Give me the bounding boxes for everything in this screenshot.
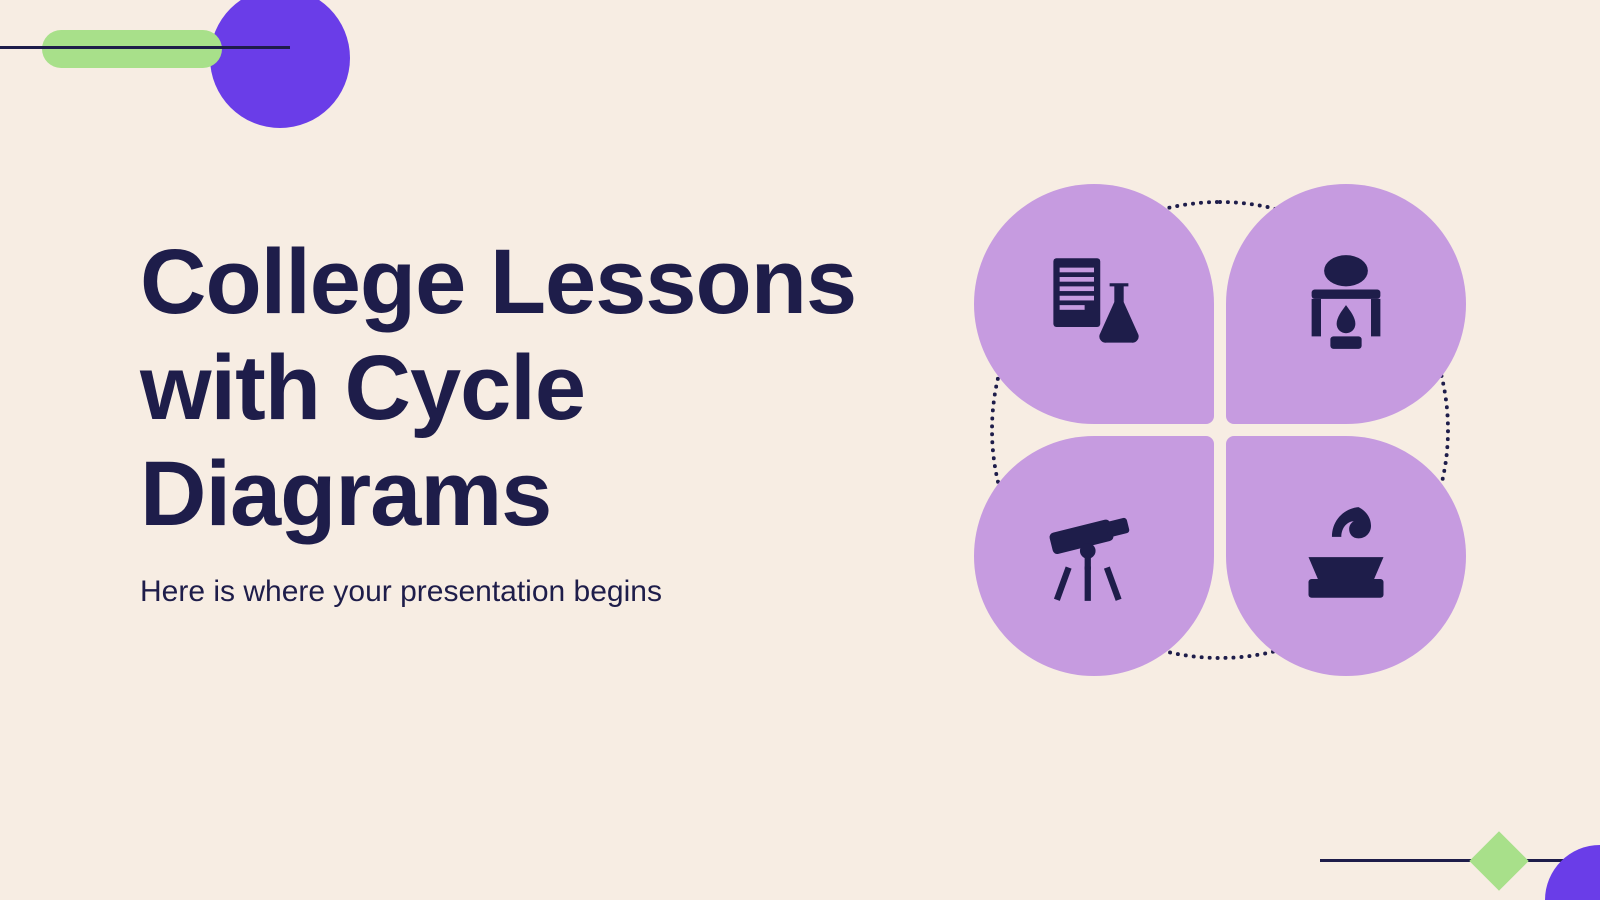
petal-bottom-right (1226, 436, 1466, 676)
petal-top-right (1226, 184, 1466, 424)
slide-title: College Lessons with Cycle Diagrams (140, 230, 860, 547)
decoration-circle-bottom (1545, 845, 1600, 900)
fume-hood-icon (1296, 504, 1396, 609)
decoration-line-bottom (1320, 859, 1600, 862)
slide-subtitle: Here is where your presentation begins (140, 575, 860, 609)
cycle-diagram (970, 180, 1470, 680)
decoration-line-top (0, 46, 290, 49)
decoration-circle-top (210, 0, 350, 128)
slide: College Lessons with Cycle Diagrams Here… (0, 0, 1600, 900)
decoration-pill (42, 30, 222, 68)
text-block: College Lessons with Cycle Diagrams Here… (140, 230, 860, 609)
petal-bottom-left (974, 436, 1214, 676)
decoration-diamond (1469, 831, 1528, 890)
document-flask-icon (1044, 252, 1144, 357)
telescope-icon (1044, 504, 1144, 609)
bunsen-burner-icon (1296, 252, 1396, 357)
petal-top-left (974, 184, 1214, 424)
